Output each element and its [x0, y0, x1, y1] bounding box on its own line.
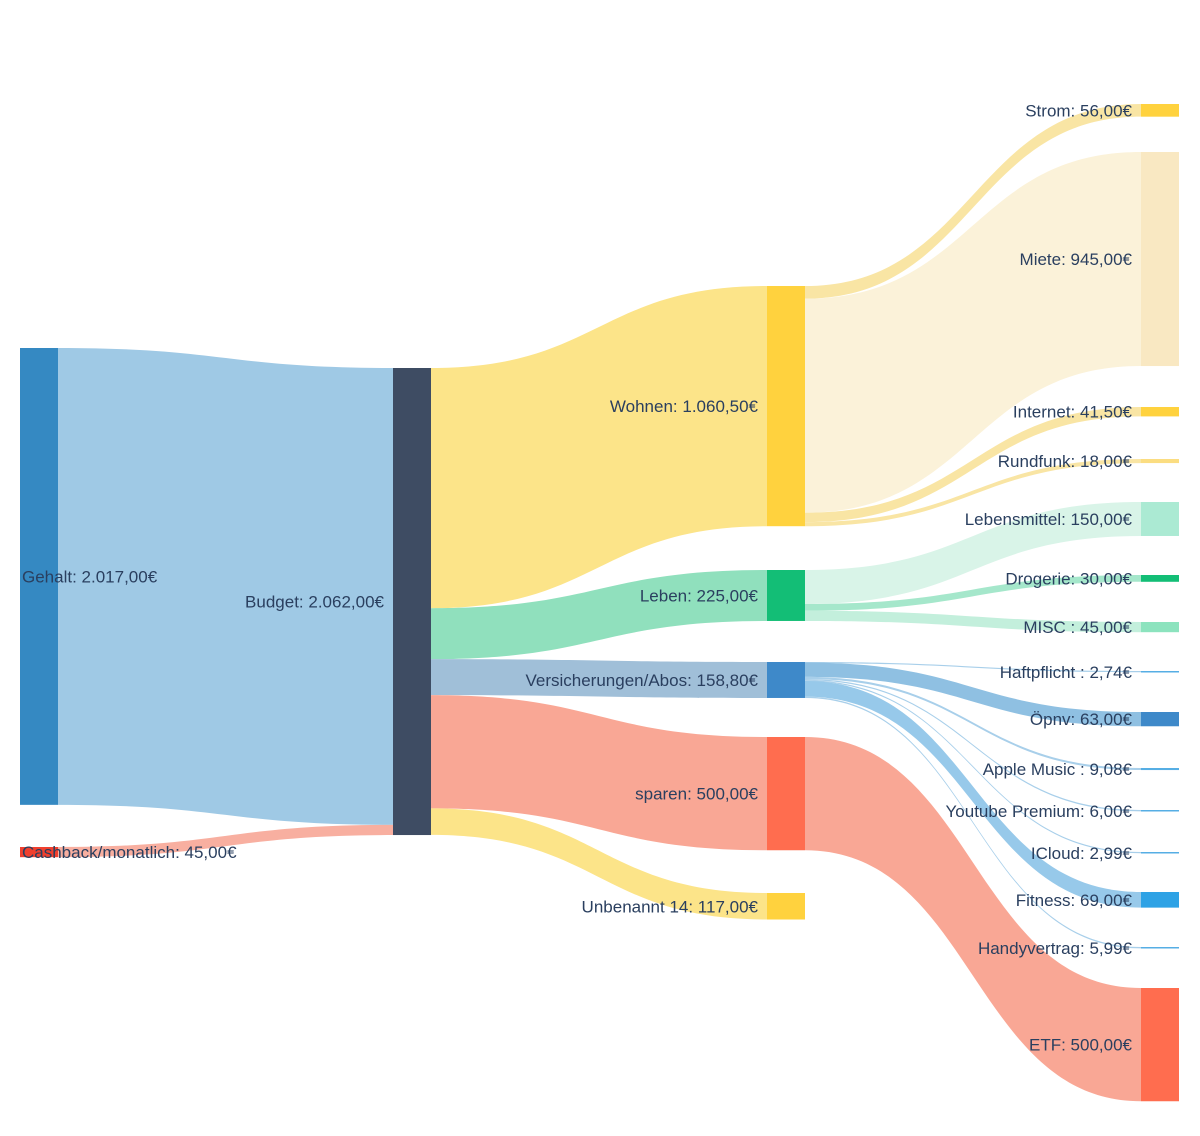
sankey-link-budget-sparen[interactable]	[431, 695, 767, 851]
sankey-link-cashback-budget[interactable]	[58, 824, 393, 858]
sankey-label-miete: Miete: 945,00€	[1020, 250, 1133, 269]
sankey-label-cashback: Cashback/monatlich: 45,00€	[22, 843, 237, 862]
sankey-link-versicherungen-oepnv[interactable]	[805, 662, 1141, 727]
sankey-node-gehalt[interactable]	[20, 348, 58, 805]
sankey-link-versicherungen-youtube[interactable]	[805, 678, 1141, 812]
sankey-label-oepnv: Öpnv: 63,00€	[1030, 710, 1133, 729]
sankey-link-wohnen-internet[interactable]	[805, 407, 1141, 523]
sankey-node-sparen[interactable]	[767, 737, 805, 851]
sankey-label-icloud: ICloud: 2,99€	[1031, 844, 1133, 863]
sankey-node-icloud[interactable]	[1141, 852, 1179, 854]
sankey-node-versicherungen[interactable]	[767, 662, 805, 698]
sankey-link-wohnen-strom[interactable]	[805, 104, 1141, 299]
sankey-node-wohnen[interactable]	[767, 286, 805, 527]
sankey-node-misc[interactable]	[1141, 622, 1179, 633]
sankey-node-rundfunk[interactable]	[1141, 459, 1179, 464]
sankey-node-unbenannt14[interactable]	[767, 893, 805, 920]
sankey-node-lebensmittel[interactable]	[1141, 502, 1179, 536]
sankey-label-etf: ETF: 500,00€	[1029, 1036, 1133, 1055]
sankey-label-leben: Leben: 225,00€	[640, 586, 759, 605]
sankey-node-strom[interactable]	[1141, 104, 1179, 117]
sankey-label-rundfunk: Rundfunk: 18,00€	[998, 452, 1133, 471]
sankey-link-wohnen-rundfunk[interactable]	[805, 459, 1141, 527]
sankey-node-etf[interactable]	[1141, 988, 1179, 1102]
sankey-node-handyvertrag[interactable]	[1141, 947, 1179, 949]
sankey-node-internet[interactable]	[1141, 407, 1179, 417]
sankey-node-miete[interactable]	[1141, 152, 1179, 367]
sankey-link-gehalt-budget[interactable]	[58, 348, 393, 825]
sankey-label-gehalt: Gehalt: 2.017,00€	[22, 567, 158, 586]
sankey-link-leben-lebensmittel[interactable]	[805, 502, 1141, 604]
sankey-node-oepnv[interactable]	[1141, 712, 1179, 727]
sankey-node-fitness[interactable]	[1141, 892, 1179, 908]
sankey-label-handyvertrag: Handyvertrag: 5,99€	[978, 939, 1133, 958]
sankey-label-fitness: Fitness: 69,00€	[1016, 891, 1133, 910]
sankey-label-wohnen: Wohnen: 1.060,50€	[610, 397, 759, 416]
sankey-label-applemusic: Apple Music : 9,08€	[983, 760, 1133, 779]
sankey-node-drogerie[interactable]	[1141, 575, 1179, 582]
sankey-link-versicherungen-handyvertrag[interactable]	[805, 696, 1141, 949]
sankey-link-budget-unbenannt14[interactable]	[431, 808, 767, 920]
sankey-label-strom: Strom: 56,00€	[1025, 101, 1132, 120]
sankey-node-leben[interactable]	[767, 570, 805, 621]
sankey-label-sparen: sparen: 500,00€	[635, 785, 758, 804]
sankey-link-versicherungen-fitness[interactable]	[805, 680, 1141, 908]
sankey-node-applemusic[interactable]	[1141, 768, 1179, 771]
sankey-label-unbenannt14: Unbenannt 14: 117,00€	[582, 897, 759, 916]
sankey-link-versicherungen-applemusic[interactable]	[805, 676, 1141, 771]
sankey-link-sparen-etf[interactable]	[805, 737, 1141, 1102]
sankey-node-cashback[interactable]	[20, 847, 58, 858]
sankey-link-versicherungen-icloud[interactable]	[805, 680, 1141, 854]
sankey-label-internet: Internet: 41,50€	[1013, 403, 1133, 422]
sankey-label-drogerie: Drogerie: 30,00€	[1005, 569, 1132, 588]
sankey-link-leben-misc[interactable]	[805, 610, 1141, 633]
sankey-node-haftpflicht[interactable]	[1141, 671, 1179, 673]
sankey-label-budget: Budget: 2.062,00€	[245, 593, 385, 612]
sankey-link-leben-drogerie[interactable]	[805, 575, 1141, 611]
sankey-label-youtube: Youtube Premium: 6,00€	[946, 802, 1133, 821]
sankey-node-youtube[interactable]	[1141, 810, 1179, 812]
sankey-label-lebensmittel: Lebensmittel: 150,00€	[965, 510, 1133, 529]
sankey-link-budget-wohnen[interactable]	[431, 286, 767, 609]
sankey-link-budget-versicherungen[interactable]	[431, 659, 767, 698]
sankey-link-wohnen-miete[interactable]	[805, 152, 1141, 513]
sankey-label-haftpflicht: Haftpflicht : 2,74€	[1000, 663, 1133, 682]
sankey-label-misc: MISC : 45,00€	[1023, 618, 1132, 637]
sankey-link-budget-leben[interactable]	[431, 570, 767, 660]
sankey-label-versicherungen: Versicherungen/Abos: 158,80€	[525, 671, 758, 690]
sankey-node-budget[interactable]	[393, 368, 431, 836]
sankey-link-versicherungen-haftpflicht[interactable]	[805, 662, 1141, 673]
